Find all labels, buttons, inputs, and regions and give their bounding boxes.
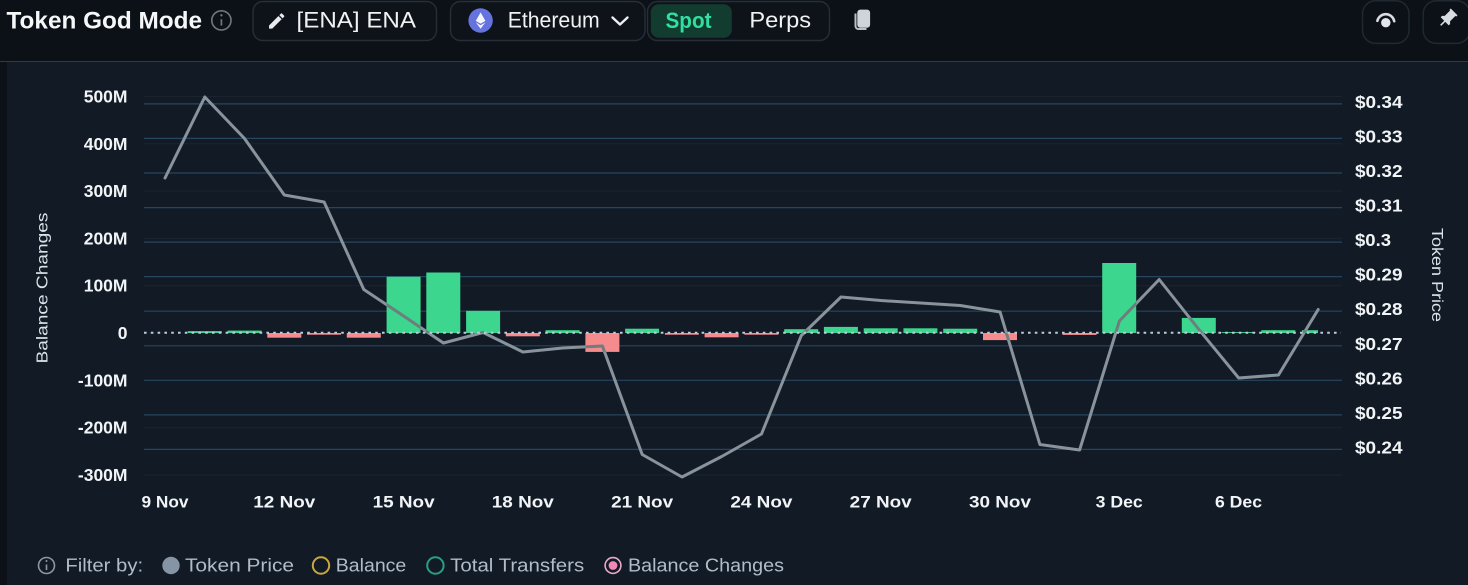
svg-text:Filter by:: Filter by: [65, 556, 143, 576]
svg-text:$0.32: $0.32 [1355, 161, 1403, 181]
svg-text:$0.3: $0.3 [1355, 230, 1391, 250]
svg-text:30 Nov: 30 Nov [969, 493, 1032, 512]
svg-text:Spot: Spot [666, 8, 713, 33]
svg-text:-300M: -300M [78, 465, 128, 485]
svg-text:Ethereum: Ethereum [508, 8, 600, 33]
svg-text:$0.33: $0.33 [1355, 126, 1403, 146]
svg-text:$0.27: $0.27 [1355, 334, 1403, 354]
svg-text:100M: 100M [84, 276, 128, 296]
svg-text:$0.25: $0.25 [1355, 403, 1403, 423]
svg-text:Balance Changes: Balance Changes [628, 556, 784, 576]
svg-text:[ENA] ENA: [ENA] ENA [297, 8, 417, 33]
svg-text:Token Price: Token Price [1428, 228, 1445, 322]
svg-text:-200M: -200M [78, 418, 128, 438]
svg-text:Balance: Balance [336, 556, 407, 576]
svg-text:27 Nov: 27 Nov [850, 493, 913, 512]
svg-text:Token Price: Token Price [185, 556, 294, 576]
svg-text:-100M: -100M [78, 370, 128, 390]
svg-text:300M: 300M [84, 181, 128, 201]
svg-text:3 Dec: 3 Dec [1096, 493, 1143, 512]
svg-text:400M: 400M [84, 134, 128, 154]
svg-text:$0.28: $0.28 [1355, 299, 1403, 319]
svg-text:$0.29: $0.29 [1355, 265, 1403, 285]
svg-text:24 Nov: 24 Nov [730, 493, 793, 512]
svg-text:$0.26: $0.26 [1355, 368, 1403, 388]
svg-text:200M: 200M [84, 228, 128, 248]
svg-text:$0.34: $0.34 [1355, 92, 1403, 112]
svg-text:18 Nov: 18 Nov [492, 493, 555, 512]
svg-text:Total Transfers: Total Transfers [450, 556, 584, 576]
svg-text:9 Nov: 9 Nov [142, 493, 190, 512]
svg-text:Token God Mode: Token God Mode [7, 7, 203, 34]
svg-text:0: 0 [118, 323, 128, 343]
svg-text:$0.24: $0.24 [1355, 437, 1403, 457]
svg-text:Balance Changes: Balance Changes [35, 213, 52, 364]
svg-text:Perps: Perps [749, 8, 811, 33]
svg-text:15 Nov: 15 Nov [373, 493, 436, 512]
svg-text:500M: 500M [84, 87, 128, 107]
svg-text:$0.31: $0.31 [1355, 196, 1403, 216]
svg-text:21 Nov: 21 Nov [611, 493, 674, 512]
svg-text:6 Dec: 6 Dec [1215, 493, 1262, 512]
svg-text:12 Nov: 12 Nov [253, 493, 316, 512]
